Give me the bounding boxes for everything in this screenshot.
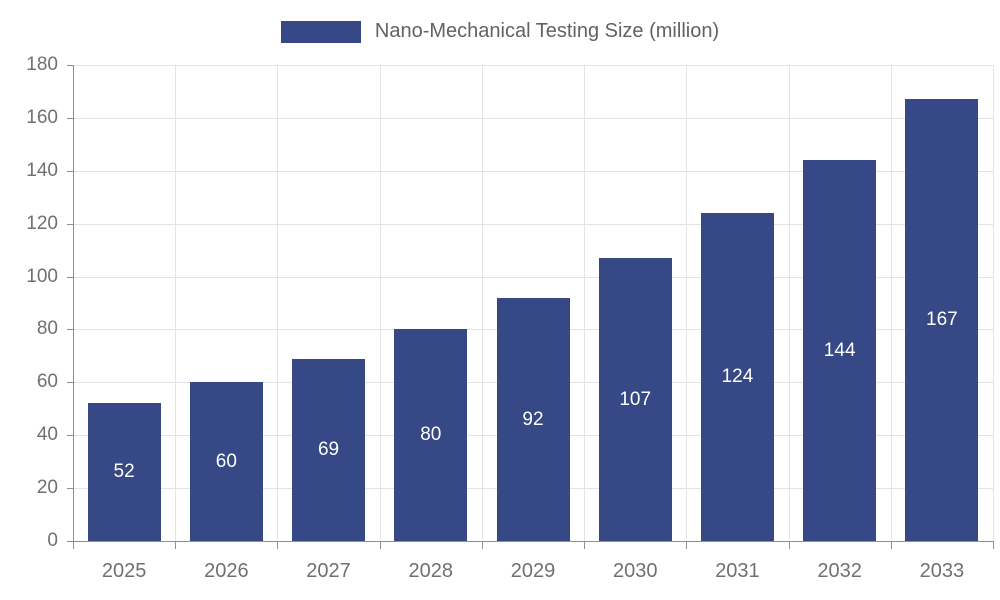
y-axis-tick	[67, 541, 73, 542]
x-axis-tick	[379, 542, 381, 549]
bar-value-label: 69	[317, 439, 340, 460]
bar-value-label: 60	[215, 450, 237, 472]
gridline-horizontal	[73, 65, 993, 66]
x-axis-tick	[277, 542, 279, 549]
y-axis-tick	[67, 382, 73, 384]
y-tick-label: 20	[36, 477, 58, 499]
gridline-vertical	[584, 65, 586, 541]
y-tick-label: 100	[26, 265, 58, 287]
y-tick-label: 120	[26, 212, 58, 234]
x-axis-tick	[788, 542, 790, 549]
y-axis-tick	[67, 223, 73, 225]
gridline-horizontal	[73, 117, 993, 119]
x-axis-tick	[993, 542, 994, 549]
y-tick-label: 60	[36, 371, 58, 393]
x-tick-label: 2026	[204, 560, 249, 582]
gridline-vertical	[379, 65, 381, 541]
y-axis-tick	[67, 170, 73, 172]
bar[interactable]	[190, 382, 263, 541]
y-tick-label: 160	[26, 106, 58, 128]
gridline-vertical	[890, 65, 892, 541]
x-axis-line	[72, 541, 994, 542]
y-tick-label: 140	[26, 159, 58, 181]
x-axis-tick	[890, 542, 892, 549]
y-axis-tick	[67, 276, 73, 278]
legend-swatch	[280, 20, 361, 43]
x-tick-label: 2030	[612, 560, 658, 582]
gridline-horizontal	[73, 276, 993, 278]
legend[interactable]: Nano-Mechanical Testing Size (million)	[0, 20, 1000, 43]
legend-label: Nano-Mechanical Testing Size (million)	[374, 20, 720, 42]
x-tick-label: 2028	[408, 560, 454, 582]
bar[interactable]	[88, 403, 161, 541]
bar[interactable]	[394, 329, 467, 541]
bar-value-label: 92	[522, 408, 544, 430]
x-tick-label: 2033	[919, 560, 965, 582]
x-tick-label: 2032	[817, 560, 862, 582]
gridline-vertical	[481, 65, 483, 541]
bar-value-label: 144	[823, 339, 856, 361]
gridline-vertical	[175, 65, 177, 541]
plot-area: 52 60 69 80 92 107 124 144 167	[67, 65, 994, 549]
gridline-vertical	[993, 65, 994, 541]
x-tick-label: 2025	[101, 560, 147, 582]
bar-value-label: 167	[926, 309, 958, 330]
y-tick-label: 0	[47, 530, 58, 551]
y-tick-label: 80	[36, 318, 58, 340]
x-axis-tick	[686, 542, 688, 549]
bar-value-label: 107	[619, 388, 652, 410]
y-axis-tick	[67, 488, 73, 490]
x-axis-tick	[584, 542, 586, 549]
gridline-horizontal	[73, 170, 993, 172]
bar-value-label: 52	[113, 461, 135, 482]
gridline-horizontal	[73, 223, 993, 225]
bar[interactable]	[803, 160, 876, 541]
bar-value-label: 124	[721, 366, 754, 387]
bar[interactable]	[701, 213, 774, 541]
y-tick-label: 180	[26, 54, 58, 75]
x-axis-tick	[73, 542, 74, 549]
y-axis-tick	[67, 435, 73, 437]
y-tick-label: 40	[36, 424, 58, 446]
y-axis-line	[73, 65, 74, 541]
bar[interactable]	[497, 298, 570, 541]
y-axis-tick	[67, 329, 73, 331]
y-axis-tick	[67, 117, 73, 119]
y-axis-tick	[67, 65, 73, 66]
bar[interactable]	[292, 359, 365, 541]
x-tick-label: 2027	[306, 560, 351, 582]
bar-value-label: 80	[420, 424, 442, 445]
x-axis-tick	[481, 542, 483, 549]
gridline-vertical	[686, 65, 688, 541]
bar[interactable]	[599, 258, 672, 541]
gridline-vertical	[788, 65, 790, 541]
gridline-vertical	[277, 65, 279, 541]
x-axis-tick	[175, 542, 177, 549]
x-tick-label: 2029	[510, 560, 556, 582]
x-tick-label: 2031	[715, 560, 760, 582]
bar[interactable]	[905, 99, 978, 541]
